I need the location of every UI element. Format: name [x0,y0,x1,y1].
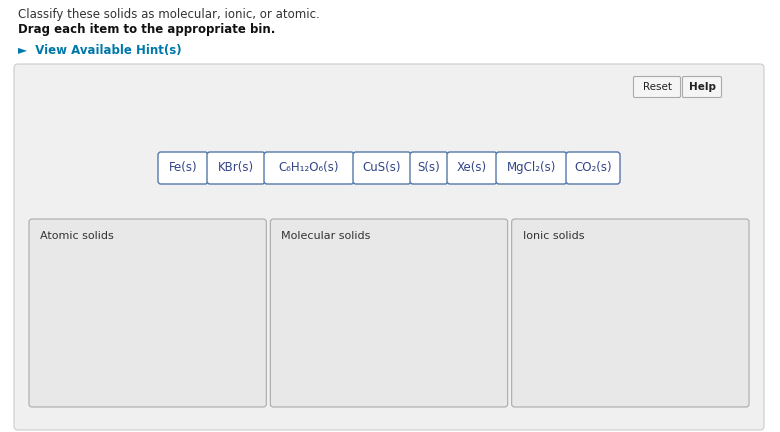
Text: Classify these solids as molecular, ionic, or atomic.: Classify these solids as molecular, ioni… [18,8,320,21]
Text: MgCl₂(s): MgCl₂(s) [507,162,556,175]
FancyBboxPatch shape [633,76,680,98]
FancyBboxPatch shape [496,152,567,184]
FancyBboxPatch shape [447,152,497,184]
Text: C₆H₁₂O₆(s): C₆H₁₂O₆(s) [278,162,339,175]
FancyBboxPatch shape [512,219,749,407]
Text: Ionic solids: Ionic solids [523,231,584,241]
Text: CO₂(s): CO₂(s) [574,162,612,175]
Text: S(s): S(s) [417,162,441,175]
FancyBboxPatch shape [264,152,354,184]
FancyBboxPatch shape [158,152,208,184]
Text: Molecular solids: Molecular solids [282,231,370,241]
Text: Xe(s): Xe(s) [457,162,487,175]
FancyBboxPatch shape [14,64,764,430]
FancyBboxPatch shape [271,219,508,407]
FancyBboxPatch shape [566,152,620,184]
Text: Drag each item to the appropriate bin.: Drag each item to the appropriate bin. [18,23,275,36]
Text: KBr(s): KBr(s) [218,162,254,175]
Text: ►  View Available Hint(s): ► View Available Hint(s) [18,44,182,57]
Text: Help: Help [689,82,715,92]
Text: CuS(s): CuS(s) [363,162,401,175]
Text: Atomic solids: Atomic solids [40,231,114,241]
FancyBboxPatch shape [353,152,411,184]
FancyBboxPatch shape [207,152,265,184]
FancyBboxPatch shape [410,152,448,184]
Text: Reset: Reset [643,82,672,92]
FancyBboxPatch shape [29,219,266,407]
Text: Fe(s): Fe(s) [168,162,197,175]
FancyBboxPatch shape [682,76,722,98]
